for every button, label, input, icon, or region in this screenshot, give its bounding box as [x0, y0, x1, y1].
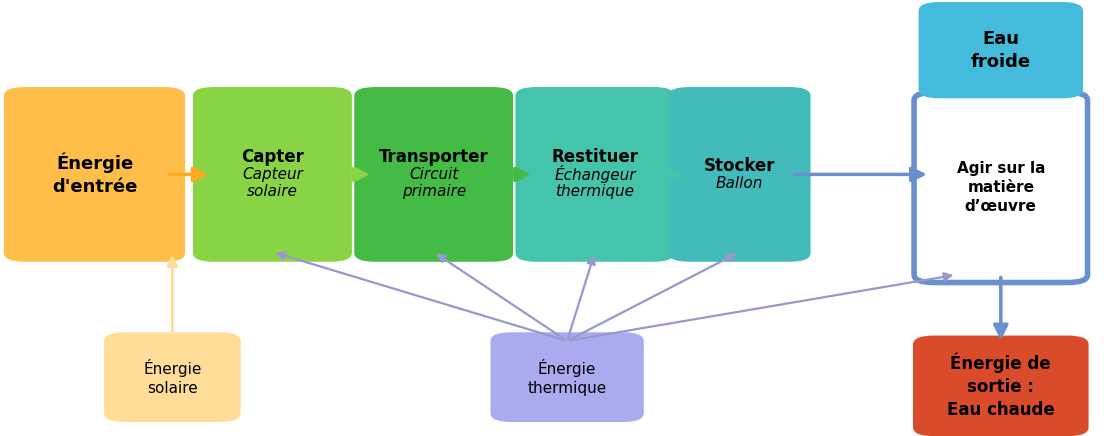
- FancyBboxPatch shape: [6, 88, 185, 261]
- Text: Circuit: Circuit: [409, 167, 458, 182]
- Text: Ballon: Ballon: [716, 176, 763, 191]
- Text: Stocker: Stocker: [704, 157, 775, 175]
- Text: Restituer: Restituer: [552, 148, 638, 166]
- Text: Capter: Capter: [241, 148, 304, 166]
- Text: Transporter: Transporter: [379, 148, 488, 166]
- Text: Énergie
solaire: Énergie solaire: [143, 358, 201, 396]
- Text: Eau
froide: Eau froide: [971, 30, 1031, 71]
- Text: solaire: solaire: [247, 184, 298, 199]
- Text: thermique: thermique: [555, 184, 635, 199]
- Text: Échangeur: Échangeur: [554, 165, 636, 184]
- FancyBboxPatch shape: [920, 3, 1082, 97]
- FancyBboxPatch shape: [105, 333, 239, 421]
- Text: Capteur: Capteur: [242, 167, 302, 182]
- Text: Énergie
thermique: Énergie thermique: [527, 358, 607, 396]
- Text: primaire: primaire: [401, 184, 466, 199]
- FancyBboxPatch shape: [356, 88, 512, 261]
- Text: Énergie
d'entrée: Énergie d'entrée: [52, 153, 137, 196]
- FancyBboxPatch shape: [914, 92, 1088, 283]
- Text: Agir sur la
matière
d’œuvre: Agir sur la matière d’œuvre: [956, 161, 1045, 214]
- FancyBboxPatch shape: [195, 88, 351, 261]
- FancyBboxPatch shape: [492, 333, 643, 421]
- FancyBboxPatch shape: [516, 88, 674, 261]
- Text: Énergie de
sortie :
Eau chaude: Énergie de sortie : Eau chaude: [947, 353, 1054, 419]
- FancyBboxPatch shape: [914, 337, 1088, 435]
- FancyBboxPatch shape: [669, 88, 810, 261]
